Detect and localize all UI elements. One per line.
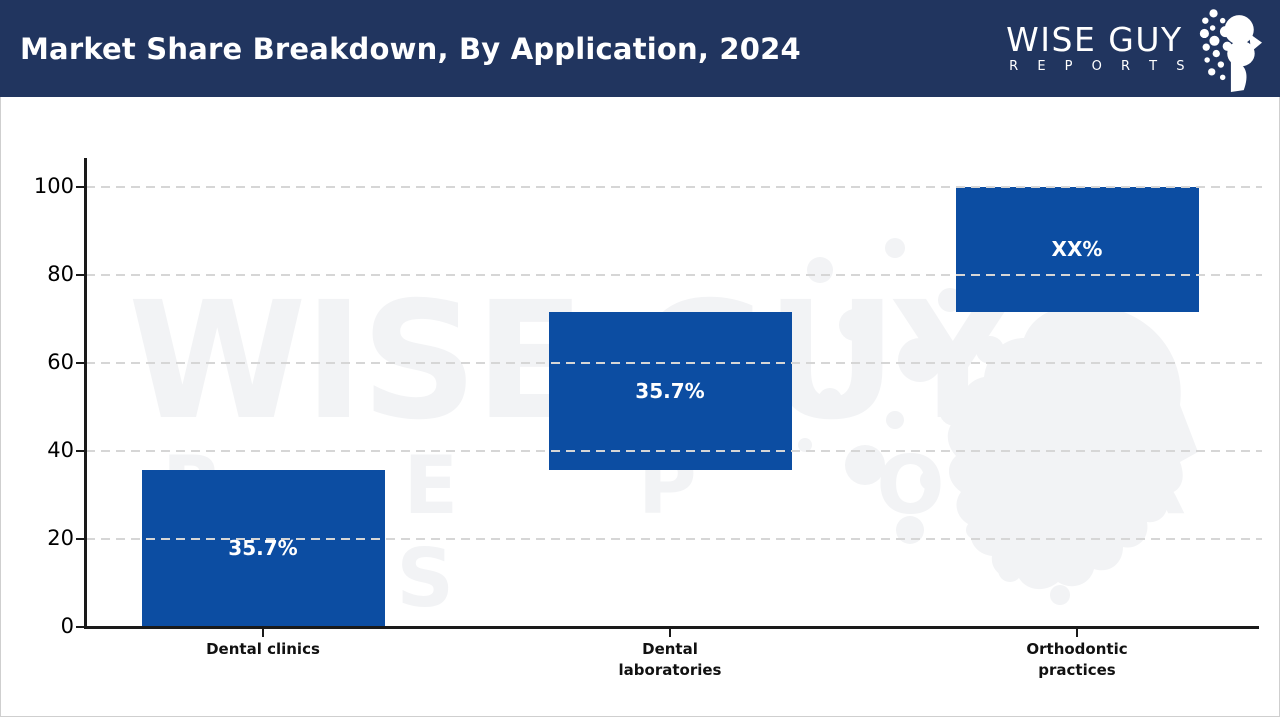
brand-name: WISE GUY	[1006, 20, 1183, 59]
x-category-line: laboratories	[618, 661, 722, 679]
bar-value-label-3: XX%	[1051, 237, 1103, 262]
gridline-60	[86, 361, 1262, 364]
gridline-80	[86, 273, 1262, 276]
dotted-face-icon	[1199, 8, 1262, 92]
page-title: Market Share Breakdown, By Application, …	[20, 31, 801, 66]
y-tick-100	[76, 185, 85, 188]
x-category-line: practices	[1038, 661, 1116, 679]
x-tick-1	[262, 629, 264, 637]
bar-value-label-1: 35.7%	[228, 536, 298, 561]
y-tick-label-60: 60	[47, 349, 74, 374]
header-bar: Market Share Breakdown, By Application, …	[0, 0, 1280, 97]
y-tick-40	[76, 449, 85, 452]
x-tick-2	[669, 629, 671, 637]
bar-2: 35.7%	[548, 312, 792, 470]
y-tick-80	[76, 273, 85, 276]
brand-subtitle: R E P O R T S	[1009, 59, 1192, 74]
x-category-label-3: Orthodontic practices	[1026, 639, 1127, 681]
x-category-line: Dental	[642, 640, 698, 658]
y-tick-label-20: 20	[47, 525, 74, 550]
bar-value-label-2: 35.7%	[635, 379, 705, 404]
y-tick-0	[76, 626, 85, 628]
bar-1: 35.7%	[141, 469, 385, 627]
y-tick-label-0: 0	[60, 614, 74, 638]
y-tick-60	[76, 361, 85, 364]
y-tick-label-80: 80	[47, 261, 74, 286]
bar-3: XX%	[955, 186, 1199, 313]
x-category-label-1: Dental clinics	[206, 639, 320, 660]
y-tick-label-100: 100	[33, 173, 74, 198]
brand-logo-text: WISE GUY R E P O R T S	[1006, 20, 1192, 75]
y-tick-label-40: 40	[47, 437, 74, 462]
gridline-20	[86, 537, 1262, 540]
y-axis-line	[84, 158, 87, 627]
x-category-label-2: Dental laboratories	[619, 639, 722, 681]
gridline-100	[86, 185, 1262, 188]
brand-logo: WISE GUY R E P O R T S	[1006, 6, 1262, 92]
x-category-line: Orthodontic	[1026, 640, 1128, 658]
x-tick-3	[1076, 629, 1078, 637]
x-axis-line	[84, 626, 1259, 629]
gridline-40	[86, 449, 1262, 452]
x-category-line: Dental clinics	[206, 640, 320, 658]
y-tick-20	[76, 537, 85, 540]
chart-canvas: WISE GUY R E P O R T S 02040608010035.7%…	[0, 97, 1280, 720]
